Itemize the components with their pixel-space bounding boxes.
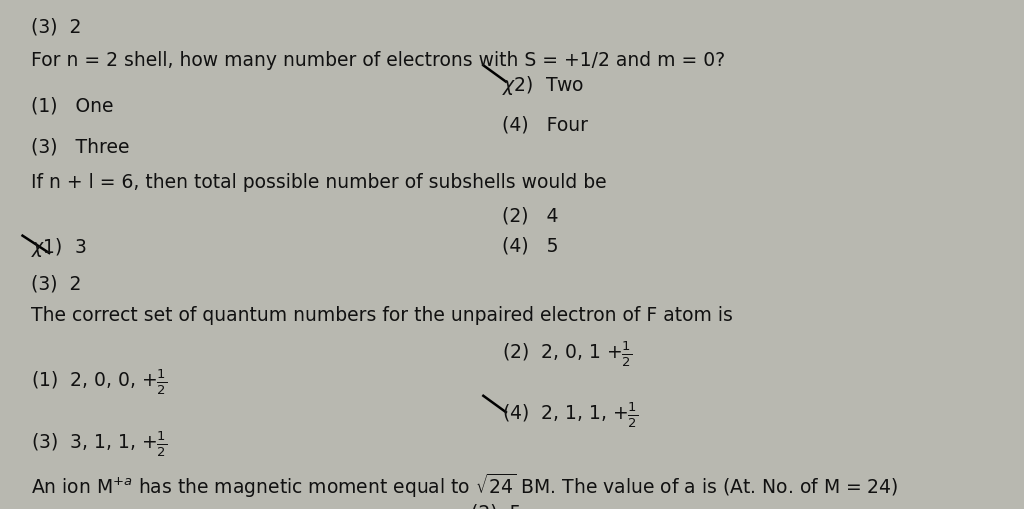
Text: $\chi$1)  3: $\chi$1) 3 <box>31 236 86 259</box>
Text: (3)  2: (3) 2 <box>31 18 81 37</box>
Text: (2)  2, 0, 1 +$\frac{1}{2}$: (2) 2, 0, 1 +$\frac{1}{2}$ <box>502 338 632 368</box>
Text: $\chi$2)  Two: $\chi$2) Two <box>502 74 584 97</box>
Text: (3)  3, 1, 1, +$\frac{1}{2}$: (3) 3, 1, 1, +$\frac{1}{2}$ <box>31 429 167 458</box>
Text: (2)   4: (2) 4 <box>502 206 558 225</box>
Text: (2)  5: (2) 5 <box>471 503 521 509</box>
Text: If n + l = 6, then total possible number of subshells would be: If n + l = 6, then total possible number… <box>31 173 606 192</box>
Text: (1)   One: (1) One <box>31 97 114 116</box>
Text: (4)   Four: (4) Four <box>502 116 588 134</box>
Text: The correct set of quantum numbers for the unpaired electron of F atom is: The correct set of quantum numbers for t… <box>31 305 732 324</box>
Text: (1)  2, 0, 0, +$\frac{1}{2}$: (1) 2, 0, 0, +$\frac{1}{2}$ <box>31 366 167 396</box>
Text: (3)  2: (3) 2 <box>31 274 81 293</box>
Text: (4)   5: (4) 5 <box>502 236 558 254</box>
Text: For n = 2 shell, how many number of electrons with S = +1/2 and m = 0?: For n = 2 shell, how many number of elec… <box>31 51 725 70</box>
Text: An ion M$^{+a}$ has the magnetic moment equal to $\sqrt{24}$ BM. The value of a : An ion M$^{+a}$ has the magnetic moment … <box>31 471 898 499</box>
Text: (3)   Three: (3) Three <box>31 137 129 156</box>
Text: (4)  2, 1, 1, +$\frac{1}{2}$: (4) 2, 1, 1, +$\frac{1}{2}$ <box>502 400 638 429</box>
